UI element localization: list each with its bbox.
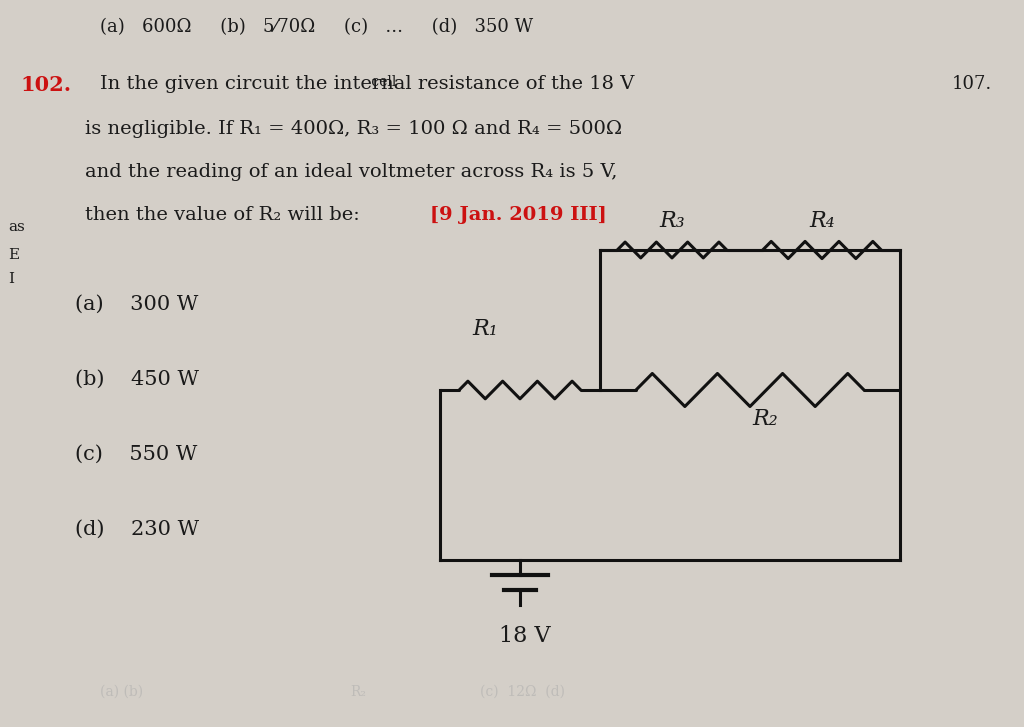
Text: is negligible. If R₁ = 400Ω, R₃ = 100 Ω and R₄ = 500Ω: is negligible. If R₁ = 400Ω, R₃ = 100 Ω … [85, 120, 623, 138]
Text: R₂: R₂ [350, 685, 366, 699]
Text: (d)    230 W: (d) 230 W [75, 520, 199, 539]
Text: R₂: R₂ [753, 408, 778, 430]
Text: then the value of R₂ will be:: then the value of R₂ will be: [85, 206, 359, 224]
Text: (a) (b): (a) (b) [100, 685, 143, 699]
Text: I: I [8, 272, 14, 286]
Text: (b)    450 W: (b) 450 W [75, 370, 199, 389]
Text: [9 Jan. 2019 III]: [9 Jan. 2019 III] [430, 206, 607, 224]
Text: (c)    550 W: (c) 550 W [75, 445, 198, 464]
Text: 102.: 102. [20, 75, 71, 95]
Text: (c)  12Ω  (d): (c) 12Ω (d) [480, 685, 565, 699]
Text: E: E [8, 248, 19, 262]
Text: (a)   600Ω     (b)   5⁄70Ω     (c)   ...     (d)   350 W: (a) 600Ω (b) 5⁄70Ω (c) ... (d) 350 W [100, 18, 534, 36]
Text: R₄: R₄ [809, 210, 835, 232]
Text: R₁: R₁ [472, 318, 498, 340]
Text: In the given circuit the internal resistance of the 18 V: In the given circuit the internal resist… [100, 75, 635, 93]
Text: cell: cell [100, 75, 396, 89]
Text: R₃: R₃ [659, 210, 685, 232]
Text: 18 V: 18 V [499, 625, 551, 647]
Text: 107.: 107. [951, 75, 992, 93]
Text: and the reading of an ideal voltmeter across R₄ is 5 V,: and the reading of an ideal voltmeter ac… [85, 163, 617, 181]
Text: (a)    300 W: (a) 300 W [75, 295, 199, 314]
Text: as: as [8, 220, 25, 234]
